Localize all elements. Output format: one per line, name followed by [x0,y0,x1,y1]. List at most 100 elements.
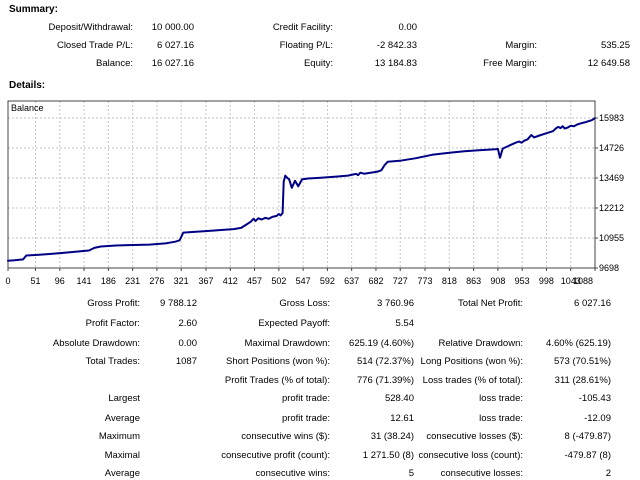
y-axis-label: 13469 [599,173,624,183]
stat-value: 6 027.16 [157,40,194,51]
stat-label: consecutive wins ($): [241,431,330,442]
chart-border [7,100,596,269]
stat-value: 0.00 [178,338,198,349]
stat-label: loss trade: [479,413,523,424]
stat-value: -479.87 (8) [564,450,611,461]
stat-label: Floating P/L: [279,40,333,51]
stat-value: 10 000.00 [151,22,194,33]
stat-value: -2 842.33 [376,40,417,51]
x-axis-label: 547 [296,276,311,286]
stat-value: 3 760.96 [377,298,414,309]
summary-heading: Summary: [9,4,58,15]
stat-value: 625.19 (4.60%) [349,338,414,349]
stat-label: Equity: [303,58,333,69]
stat-label: profit trade: [281,393,330,404]
x-axis-label: 186 [101,276,116,286]
chart-series-title: Balance [11,103,44,113]
stat-value: 8 (-479.87) [564,431,611,442]
details-row: Profit Factor: 2.60 Expected Payoff: 5.54 [0,318,640,330]
stat-label: profit trade: [281,413,330,424]
stat-value: 12 649.58 [587,58,630,69]
stat-label: consecutive losses: [440,468,523,479]
stat-value: 5 [408,468,414,479]
details-row: Average profit trade: 12.61 loss trade: -12.… [0,413,640,425]
balance-chart: 0 51 96 141 186 231 276 321 367 412 457 502 547 592 63… [5,100,624,286]
stat-label: Average [104,468,140,479]
stat-label: Free Margin: [483,58,537,69]
stat-value: 12.61 [390,413,414,424]
stat-value: 514 (72.37%) [356,356,414,367]
stat-label: Profit Factor: [85,318,140,329]
balance-line [7,117,596,262]
stat-value: 2.60 [178,318,198,329]
stat-label: Credit Facility: [272,22,333,33]
stat-label: Largest [108,393,140,404]
x-axis-label: 1088 [573,276,593,286]
y-axis-label: 14726 [599,143,624,153]
x-axis-label: 773 [418,276,433,286]
stat-label: Short Positions (won %): [225,356,330,367]
stat-label: Expected Payoff: [258,318,330,329]
x-axis-label: 1043 [561,276,581,286]
stat-label: Maximal Drawdown: [244,338,330,349]
stat-label: consecutive profit (count): [221,450,330,461]
stat-label: Loss trades (% of total): [422,375,523,386]
stat-value: 2 [605,468,611,479]
x-axis-label: 0 [5,276,10,286]
details-row: Average consecutive wins: 5 consecutive los… [0,468,640,480]
stat-label: consecutive losses ($): [426,431,523,442]
x-axis-label: 682 [368,276,383,286]
details-row: Profit Trades (% of total): 776 (71.39%) L… [0,375,640,387]
x-axis-label: 818 [442,276,457,286]
x-axis-label: 953 [515,276,530,286]
y-axis-label: 10955 [599,233,624,243]
x-axis-label: 502 [271,276,286,286]
details-row: Maximum consecutive wins ($): 31 (38.24) co… [0,431,640,443]
x-axis-label: 637 [344,276,359,286]
details-row: Total Trades: 1087 Short Positions (won %)… [0,356,640,368]
stat-value: 311 (28.61%) [554,375,611,386]
x-axis-label: 727 [393,276,408,286]
stat-value: 776 (71.39%) [356,375,414,386]
y-axis-label: 15983 [599,113,624,123]
stat-value: 573 (70.51%) [553,356,611,367]
stat-label: Balance: [96,58,133,69]
stat-label: Absolute Drawdown: [52,338,140,349]
stat-value: 1 271.50 (8) [362,450,414,461]
stat-label: Maximum [98,431,140,442]
stat-label: loss trade: [479,393,523,404]
stat-label: Gross Loss: [279,298,330,309]
x-axis-label: 908 [490,276,505,286]
stat-label: Long Positions (won %): [420,356,523,367]
summary-row: Closed Trade P/L: 6 027.16 Floating P/L: -2… [0,40,640,52]
stat-value: 4.60% (625.19) [546,338,611,349]
details-row: Largest profit trade: 528.40 loss trade: -10… [0,393,640,405]
details-row: Gross Profit: 9 788.12 Gross Loss: 3 760.96… [0,298,640,310]
x-axis-label: 96 [55,276,65,286]
summary-row: Deposit/Withdrawal: 10 000.00 Credit Facil… [0,22,640,34]
stat-label: Gross Profit: [87,298,140,309]
stat-label: consecutive wins: [255,468,330,479]
stat-value: 9 788.12 [160,298,197,309]
x-axis-label: 51 [31,276,41,286]
stat-label: Deposit/Withdrawal: [48,22,133,33]
stat-label: Total Trades: [85,356,140,367]
details-row: Maximal consecutive profit (count): 1 271.… [0,450,640,462]
x-axis-label: 863 [466,276,481,286]
y-axis-label: 9698 [599,263,619,273]
x-axis-label: 367 [198,276,213,286]
stat-label: Profit Trades (% of total): [224,375,330,386]
stat-label: Relative Drawdown: [438,338,523,349]
stat-label: Total Net Profit: [458,298,523,309]
x-axis-label: 457 [247,276,262,286]
stat-value: 535.25 [600,40,630,51]
stat-label: Closed Trade P/L: [56,40,133,51]
details-row: Absolute Drawdown: 0.00 Maximal Drawdown: 6… [0,338,640,350]
x-axis-label: 412 [223,276,238,286]
stat-label: Maximal [104,450,140,461]
stat-value: -12.09 [584,413,611,424]
stat-label: Margin: [505,40,537,51]
y-axis-label: 12212 [599,203,624,213]
x-axis-label: 141 [77,276,92,286]
